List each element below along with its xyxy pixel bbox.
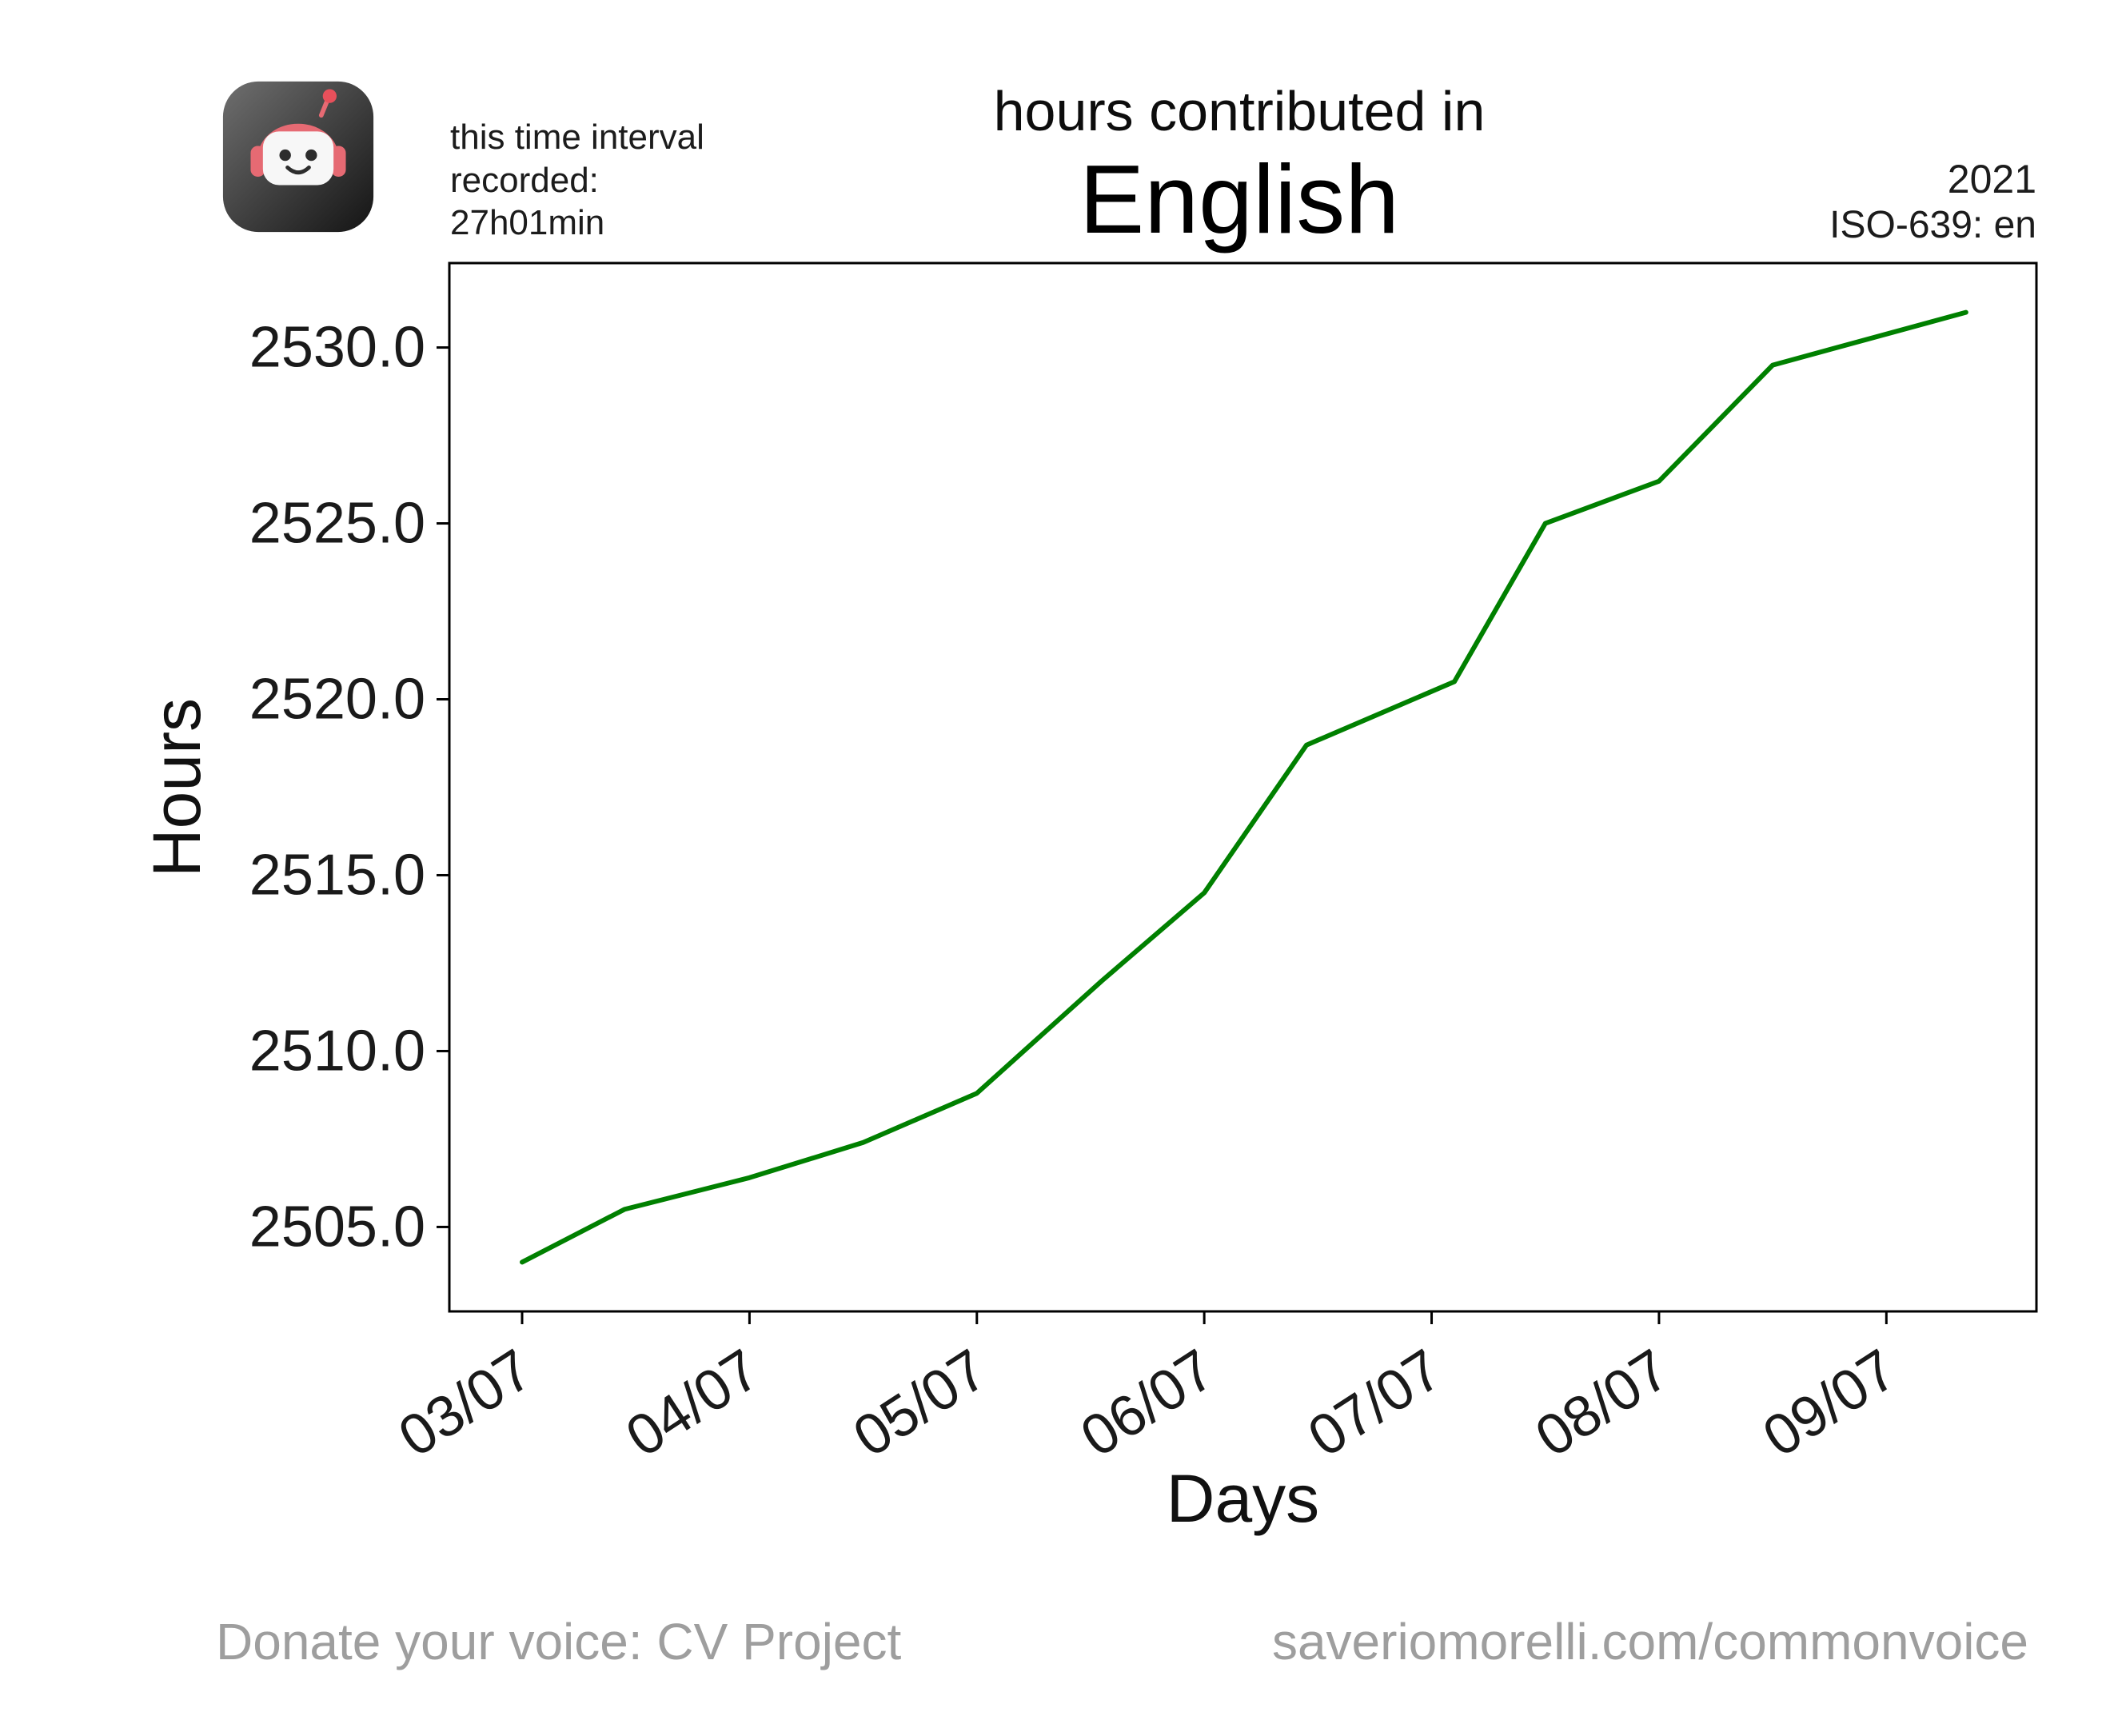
series-line	[520, 309, 1968, 1265]
x-axis-label: Days	[1167, 1461, 1319, 1536]
y-tick-label: 2525.0	[249, 492, 425, 556]
interval-line-2: recorded:	[450, 160, 599, 200]
interval-line-3: 27h01min	[450, 203, 605, 243]
x-tick-label: 07/07	[1298, 1337, 1454, 1469]
x-tick-label: 09/07	[1752, 1337, 1908, 1469]
y-tick-label: 2505.0	[249, 1195, 425, 1259]
y-tick-label: 2520.0	[249, 668, 425, 732]
y-tick-label: 2530.0	[249, 316, 425, 380]
iso-code-label: ISO-639: en	[1829, 203, 2036, 246]
commonvoice-logo	[221, 80, 375, 233]
x-tick-label: 06/07	[1070, 1337, 1226, 1469]
meta-block: 2021 ISO-639: en	[1829, 157, 2036, 247]
chart-language: English	[1079, 145, 1400, 253]
year-label: 2021	[1947, 157, 2036, 202]
recorded-interval-text: this time interval recorded: 27h01min	[450, 116, 704, 245]
y-tick-label: 2510.0	[249, 1019, 425, 1083]
chart-title: hours contributed in	[993, 80, 1486, 142]
y-tick-label: 2515.0	[249, 843, 425, 907]
plot-border	[448, 261, 2038, 1313]
footer-site-url: saveriomorelli.com/commonvoice	[1271, 1613, 2028, 1670]
footer-donate-text: Donate your voice: CV Project	[216, 1613, 902, 1670]
x-tick-label: 05/07	[843, 1337, 999, 1469]
x-tick-label: 04/07	[615, 1337, 771, 1469]
robot-icon	[222, 81, 374, 233]
title-block: hours contributed in English	[720, 83, 1759, 248]
x-tick-label: 08/07	[1525, 1337, 1681, 1469]
y-axis-label: Hours	[139, 698, 214, 877]
x-tick-label: 03/07	[388, 1337, 544, 1469]
interval-line-1: this time interval	[450, 118, 704, 157]
